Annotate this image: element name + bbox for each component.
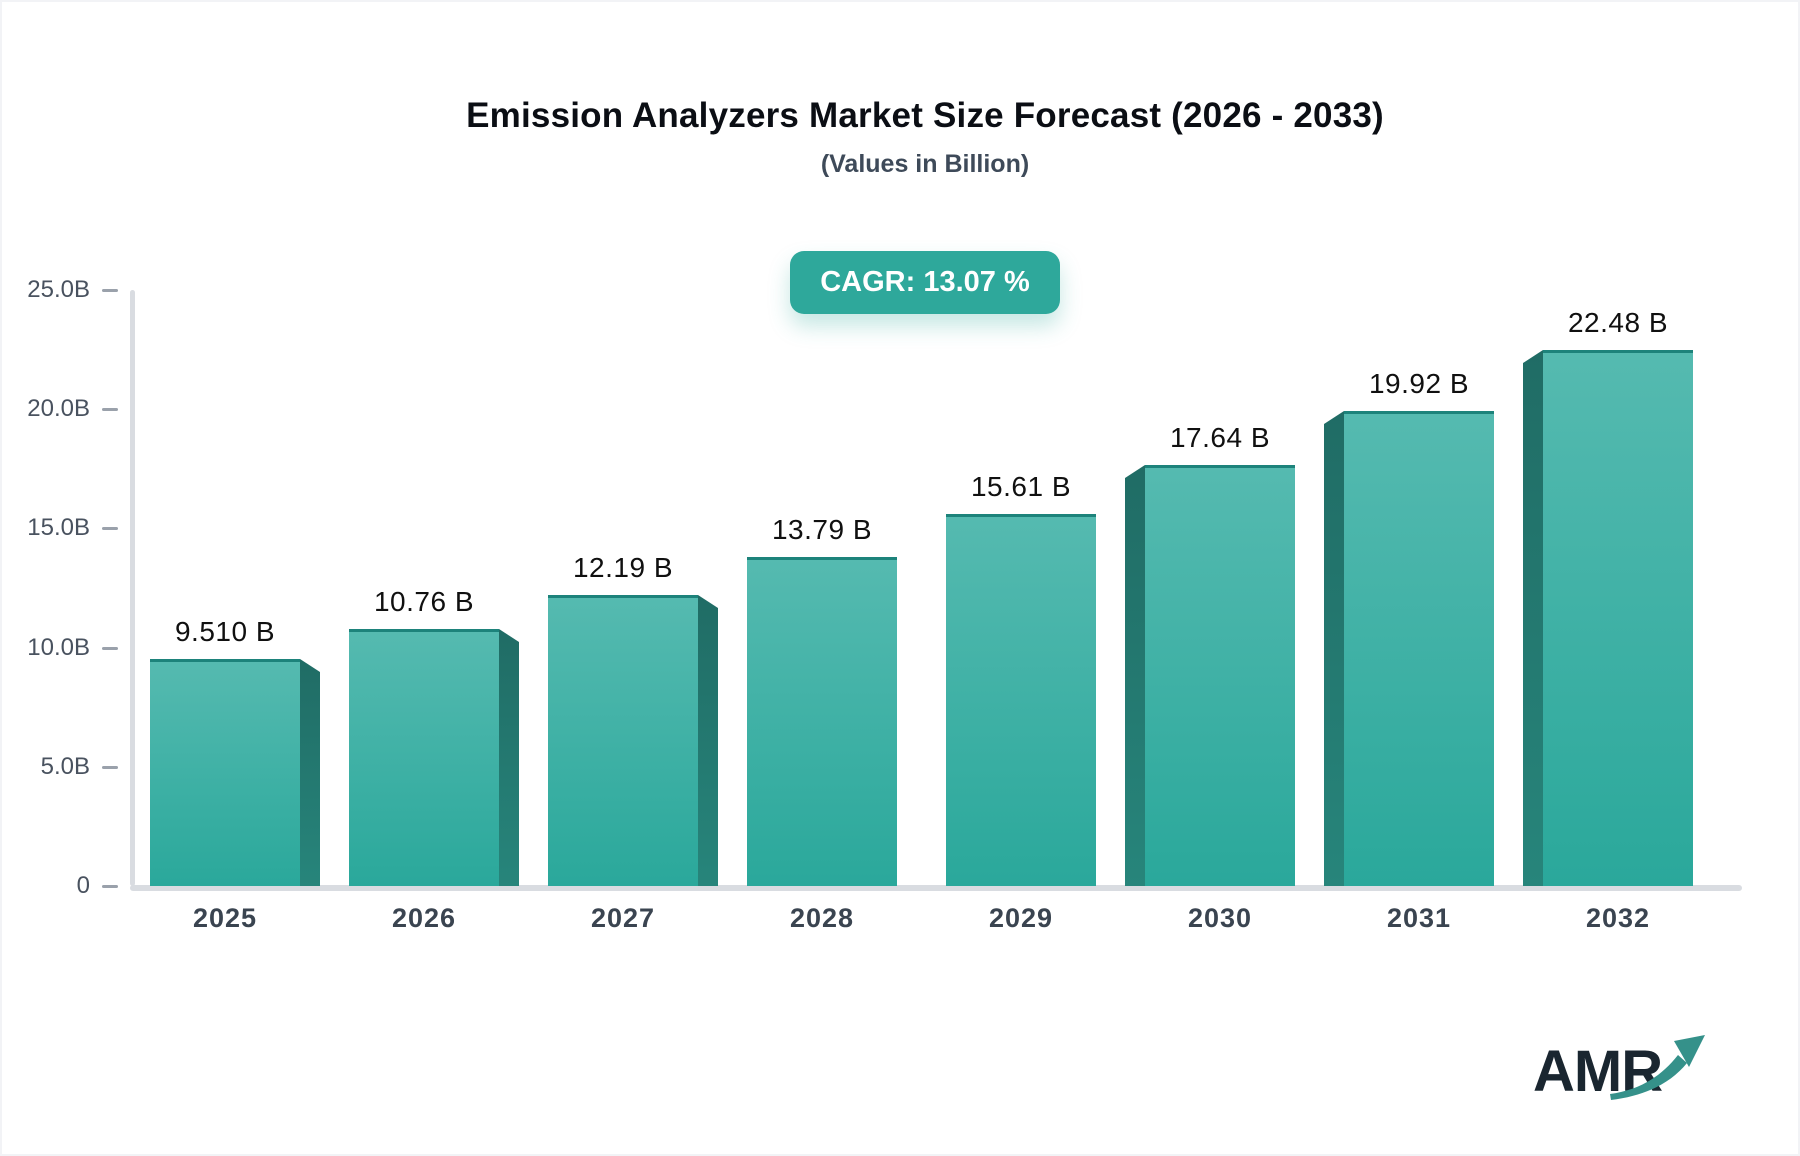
- bar-2025[interactable]: [150, 659, 300, 886]
- value-label-2031: 19.92 B: [1368, 368, 1470, 399]
- y-tick-label-20.0B: 20.0B: [27, 395, 90, 423]
- bar-2026[interactable]: [349, 629, 499, 886]
- x-axis-label-2028: 2028: [789, 903, 855, 933]
- bar-side-2025: [300, 659, 320, 886]
- chart-title: Emission Analyzers Market Size Forecast …: [466, 96, 1384, 135]
- value-label-2030: 17.64 B: [1169, 422, 1271, 453]
- x-axis-label-2029: 2029: [988, 903, 1054, 933]
- value-label-2025: 9.510 B: [174, 616, 276, 647]
- y-axis-line: [130, 290, 135, 886]
- trend-up-arrow-icon: [1610, 1035, 1705, 1100]
- x-axis-label-2031: 2031: [1386, 903, 1452, 933]
- y-tick-0: [102, 885, 118, 888]
- x-axis-label-2032: 2032: [1585, 903, 1651, 933]
- y-tick-label-15.0B: 15.0B: [27, 514, 90, 542]
- value-label-2029: 15.61 B: [970, 471, 1072, 502]
- y-tick-label-25.0B: 25.0B: [27, 276, 90, 303]
- value-label-2028: 13.79 B: [771, 514, 873, 545]
- bar-2031[interactable]: [1344, 411, 1494, 886]
- bar-side-2027: [698, 595, 718, 886]
- y-tick-label-5.0B: 5.0B: [40, 752, 90, 780]
- value-label-2027: 12.19 B: [572, 552, 674, 583]
- y-tick-15.0B: [102, 527, 118, 531]
- bar-2030[interactable]: [1145, 465, 1295, 886]
- value-label-2032: 22.48 B: [1567, 307, 1669, 338]
- y-tick-5.0B: [102, 765, 118, 769]
- y-tick-10.0B: [102, 646, 118, 650]
- x-axis-label-2030: 2030: [1187, 903, 1253, 933]
- x-axis-label-2026: 2026: [391, 903, 457, 933]
- y-tick-25.0B: [102, 289, 118, 292]
- chart-subtitle: (Values in Billion): [820, 150, 1030, 178]
- bar-side-2026: [499, 629, 519, 886]
- bar-side-2032: [1523, 350, 1543, 886]
- bar-2032[interactable]: [1543, 350, 1693, 886]
- y-tick-20.0B: [102, 408, 118, 412]
- y-tick-label-0: 0: [76, 872, 90, 899]
- value-label-2026: 10.76 B: [373, 586, 475, 617]
- x-axis-label-2025: 2025: [192, 903, 258, 933]
- x-axis-line: [130, 885, 1742, 891]
- bar-side-2031: [1324, 411, 1344, 886]
- bar-side-2030: [1125, 465, 1145, 886]
- y-tick-label-10.0B: 10.0B: [27, 633, 90, 661]
- cagr-badge: CAGR: 13.07 %: [790, 251, 1060, 314]
- bar-2028[interactable]: [747, 557, 897, 886]
- x-axis-label-2027: 2027: [590, 903, 656, 933]
- bar-2029[interactable]: [946, 514, 1096, 886]
- bar-2027[interactable]: [548, 595, 698, 886]
- cagr-badge-row: CAGR: 13.07 %: [25, 251, 1800, 314]
